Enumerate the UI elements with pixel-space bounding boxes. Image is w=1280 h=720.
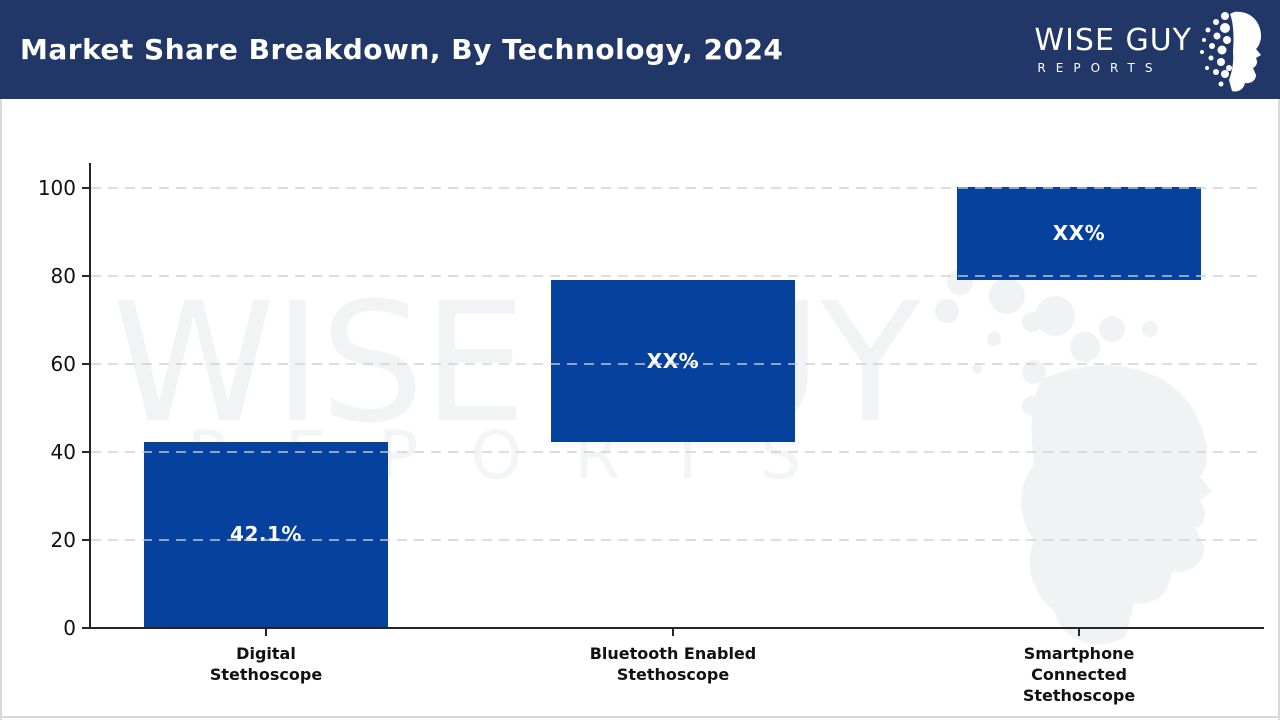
gridline: [91, 187, 1264, 189]
bar-value-label: 42.1%: [230, 522, 302, 547]
x-axis-line: [89, 627, 1264, 629]
y-axis-tick-label: 40: [50, 440, 76, 464]
watermark-face-icon: [935, 269, 1212, 645]
bar-value-label: XX%: [1052, 221, 1106, 246]
wise-guy-reports-logo: WISE GUY REPORTS: [1034, 4, 1266, 96]
x-axis-tick-mark: [265, 629, 267, 636]
y-axis-tick-mark: [82, 275, 89, 277]
waterfall-bar-2: XX%: [551, 279, 795, 442]
x-axis-tick-mark: [1078, 629, 1080, 636]
y-axis-line: [89, 163, 91, 629]
logo-text: WISE GUY REPORTS: [1034, 22, 1192, 75]
x-axis-category-label: Digital Stethoscope: [209, 644, 323, 684]
waterfall-chart: 0 20 40 60 80 100 42.1% XX% XX% Digital Stethosco…: [2, 99, 1280, 720]
gridline: [91, 363, 1264, 365]
gridline: [91, 451, 1264, 453]
header-bar: Market Share Breakdown, By Technology, 2…: [0, 0, 1280, 99]
waterfall-bar-1: 42.1%: [144, 441, 388, 627]
footer-divider: [0, 716, 1280, 718]
bar-value-label: XX%: [646, 348, 700, 373]
y-axis-tick-mark: [82, 539, 89, 541]
gridline: [91, 539, 1264, 541]
y-axis-tick-label: 60: [50, 352, 76, 376]
y-axis-tick-label: 100: [37, 176, 76, 200]
y-axis-tick-mark: [82, 451, 89, 453]
logo-wordmark: WISE GUY: [1034, 22, 1192, 58]
gridline: [91, 275, 1264, 277]
logo-face-icon: [1200, 11, 1262, 92]
y-axis-tick-mark: [82, 363, 89, 365]
y-axis-tick-label: 80: [50, 264, 76, 288]
chart-panel: WISE GUY REPORTS 0 20 40 60 80 100 42.1% XX% XX%…: [0, 99, 1280, 720]
chart-title: Market Share Breakdown, By Technology, 2…: [20, 33, 784, 66]
y-axis-tick-label: 0: [63, 616, 76, 640]
y-axis-tick-label: 20: [50, 528, 76, 552]
waterfall-bar-3: XX%: [957, 187, 1201, 280]
x-axis-tick-mark: [672, 629, 674, 636]
y-axis-tick-mark: [82, 187, 89, 189]
x-axis-category-label: Bluetooth Enabled Stethoscope: [589, 644, 757, 684]
y-axis-tick-mark: [82, 627, 89, 629]
logo-subtitle: REPORTS: [1037, 60, 1163, 75]
x-axis-category-label: Smartphone Connected Stethoscope: [1022, 644, 1136, 705]
